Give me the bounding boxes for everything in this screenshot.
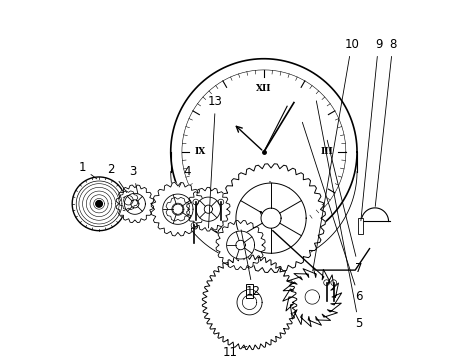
Polygon shape xyxy=(204,205,212,213)
Text: 6: 6 xyxy=(302,122,363,303)
Text: 13: 13 xyxy=(208,95,223,228)
Polygon shape xyxy=(72,177,126,231)
Polygon shape xyxy=(173,204,183,214)
Polygon shape xyxy=(151,182,205,236)
Text: VI: VI xyxy=(258,211,270,220)
Polygon shape xyxy=(261,208,281,228)
Polygon shape xyxy=(163,194,193,224)
Polygon shape xyxy=(242,295,257,310)
Text: 3: 3 xyxy=(129,165,138,194)
Polygon shape xyxy=(361,208,389,222)
Polygon shape xyxy=(217,164,325,273)
Text: 1: 1 xyxy=(79,161,97,179)
Text: 11: 11 xyxy=(222,346,247,359)
Polygon shape xyxy=(96,201,102,207)
Polygon shape xyxy=(283,267,342,327)
Polygon shape xyxy=(216,220,265,270)
Text: 2: 2 xyxy=(107,163,127,193)
Polygon shape xyxy=(171,59,357,245)
Text: 7: 7 xyxy=(327,140,363,275)
Text: 4: 4 xyxy=(179,165,191,187)
Text: 12: 12 xyxy=(241,230,261,298)
Text: IX: IX xyxy=(195,147,206,156)
Polygon shape xyxy=(124,193,146,214)
Bar xyxy=(358,218,364,234)
Text: 8: 8 xyxy=(375,38,397,206)
Text: 9: 9 xyxy=(361,38,382,221)
Polygon shape xyxy=(236,240,246,250)
Text: XII: XII xyxy=(256,84,272,93)
Text: 5: 5 xyxy=(316,101,363,331)
Text: III: III xyxy=(321,147,334,156)
Polygon shape xyxy=(202,255,297,350)
Polygon shape xyxy=(116,185,154,223)
Polygon shape xyxy=(237,290,262,315)
Polygon shape xyxy=(227,231,255,259)
Text: 10: 10 xyxy=(313,38,359,271)
Polygon shape xyxy=(187,188,230,231)
Bar xyxy=(246,284,254,298)
Polygon shape xyxy=(236,183,306,253)
Polygon shape xyxy=(196,197,220,221)
Polygon shape xyxy=(131,200,139,208)
